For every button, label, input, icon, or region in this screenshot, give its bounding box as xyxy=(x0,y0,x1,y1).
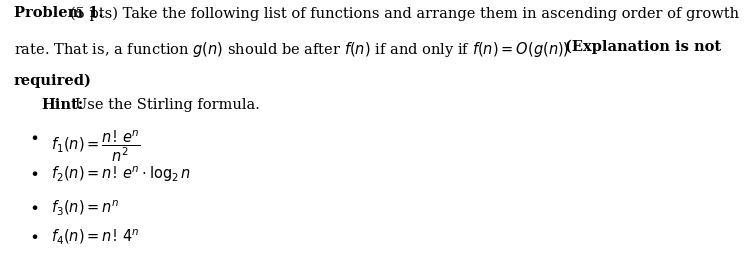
Text: Use the Stirling formula.: Use the Stirling formula. xyxy=(75,98,260,112)
Text: $f_3(n) = n^n$: $f_3(n) = n^n$ xyxy=(51,198,120,217)
Text: $\bullet$: $\bullet$ xyxy=(29,198,38,215)
Text: required): required) xyxy=(14,73,92,88)
Text: $\bullet$: $\bullet$ xyxy=(29,128,38,145)
Text: $\bullet$: $\bullet$ xyxy=(29,164,38,181)
Text: (5 pts) Take the following list of functions and arrange them in ascending order: (5 pts) Take the following list of funct… xyxy=(70,6,739,21)
Text: $f_2(n) = n!\,e^n \cdot \log_2 n$: $f_2(n) = n!\,e^n \cdot \log_2 n$ xyxy=(51,164,191,184)
Text: $f_1(n) = \dfrac{n!\,e^n}{n^2}$: $f_1(n) = \dfrac{n!\,e^n}{n^2}$ xyxy=(51,128,141,164)
Text: $f_4(n) = n!\,4^n$: $f_4(n) = n!\,4^n$ xyxy=(51,227,140,246)
Text: (Explanation is not: (Explanation is not xyxy=(565,40,721,54)
Text: $f_5(n) = n!\,\dfrac{5^n}{2^n}.$: $f_5(n) = n!\,\dfrac{5^n}{2^n}.$ xyxy=(51,256,146,257)
Text: $\bullet$: $\bullet$ xyxy=(29,256,38,257)
Text: $\bullet$: $\bullet$ xyxy=(29,227,38,244)
Text: rate. That is, a function $g(n)$ should be after $f(n)$ if and only if $f(n) = O: rate. That is, a function $g(n)$ should … xyxy=(14,40,570,59)
Text: Problem 1.: Problem 1. xyxy=(14,6,103,20)
Text: Hint:: Hint: xyxy=(41,98,83,112)
